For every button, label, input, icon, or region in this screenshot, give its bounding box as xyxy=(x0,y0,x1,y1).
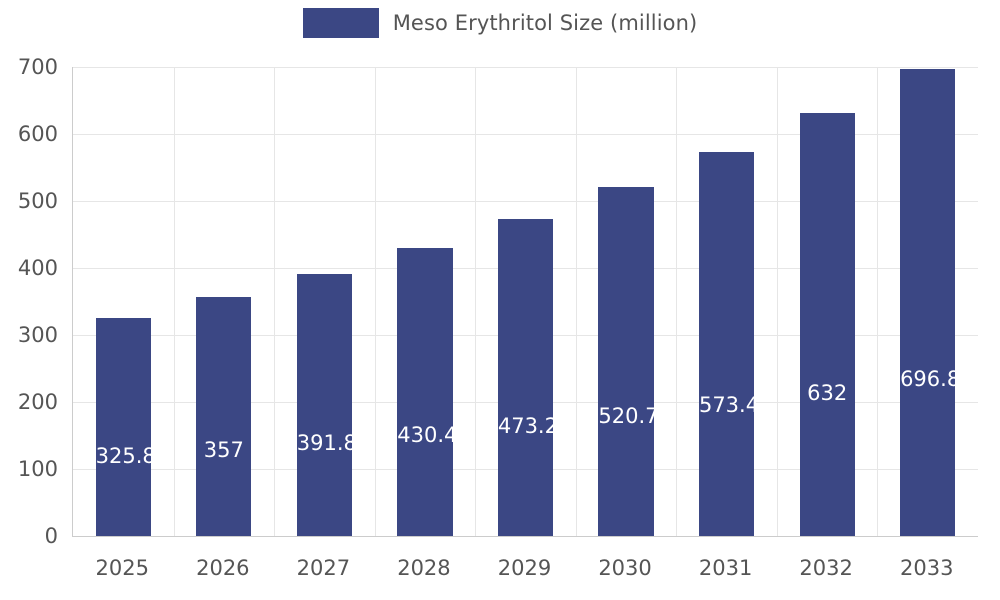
gridline-vertical xyxy=(777,67,778,536)
bar: 430.4 xyxy=(397,247,458,536)
y-axis-tick-label: 600 xyxy=(17,122,58,146)
bar-value-label: 473.2 xyxy=(497,413,558,438)
y-axis-tick-label: 400 xyxy=(17,256,58,280)
x-axis-tick-label: 2025 xyxy=(95,556,149,580)
bar-value-label: 632 xyxy=(807,380,848,405)
bar: 391.8 xyxy=(296,273,357,536)
x-axis-tick-label: 2026 xyxy=(196,556,250,580)
x-axis-tick-label: 2029 xyxy=(497,556,552,580)
gridline-vertical xyxy=(576,67,577,536)
bar-value-label: 430.4 xyxy=(397,422,458,447)
x-axis-tick-label: 2030 xyxy=(598,556,652,580)
bar-value-label: 696.8 xyxy=(900,367,961,392)
chart-legend: Meso Erythritol Size (million) xyxy=(0,8,1000,38)
x-axis-tick-label: 2027 xyxy=(296,556,351,580)
y-axis-tick-label: 0 xyxy=(44,524,58,548)
gridline-vertical xyxy=(475,67,476,536)
bar-value-label: 391.8 xyxy=(296,430,357,455)
bar-value-label: 357 xyxy=(203,437,244,462)
bar-value-label: 573.4 xyxy=(698,392,760,417)
x-axis-tick-label: 2031 xyxy=(698,556,753,580)
bar: 696.8 xyxy=(900,69,961,536)
y-axis-tick-label: 500 xyxy=(17,189,58,213)
gridline-vertical xyxy=(174,67,175,536)
bar: 520.7 xyxy=(598,187,659,536)
y-axis-tick-label: 700 xyxy=(17,55,58,79)
x-axis-tick-label: 2033 xyxy=(899,556,954,580)
y-axis-tick-label: 100 xyxy=(17,457,58,481)
plot-area: 325.8 357 391.8 430.4 473.2 520.7 573.4 632 696.… xyxy=(72,67,978,537)
bar-value-label: 520.7 xyxy=(598,403,659,428)
gridline-horizontal xyxy=(73,67,978,68)
legend-swatch-meso-erythritol-size xyxy=(302,8,379,38)
bar: 473.2 xyxy=(497,218,558,536)
x-axis-tick-label: 2032 xyxy=(799,556,853,580)
bar: 357 xyxy=(196,296,252,536)
gridline-horizontal xyxy=(73,134,978,135)
bar-value-label: 325.8 xyxy=(95,444,156,469)
legend-label-meso-erythritol-size: Meso Erythritol Size (million) xyxy=(392,11,698,35)
bar: 573.4 xyxy=(698,151,760,536)
gridline-vertical xyxy=(375,67,376,536)
gridline-vertical xyxy=(877,67,878,536)
gridline-vertical xyxy=(676,67,677,536)
gridline-vertical xyxy=(274,67,275,536)
y-axis-tick-label: 300 xyxy=(17,323,58,347)
x-axis-tick-label: 2028 xyxy=(397,556,451,580)
y-axis-tick-label: 200 xyxy=(17,390,58,414)
bar: 325.8 xyxy=(95,317,156,536)
bar: 632 xyxy=(799,112,855,536)
gridline-horizontal xyxy=(73,201,978,202)
